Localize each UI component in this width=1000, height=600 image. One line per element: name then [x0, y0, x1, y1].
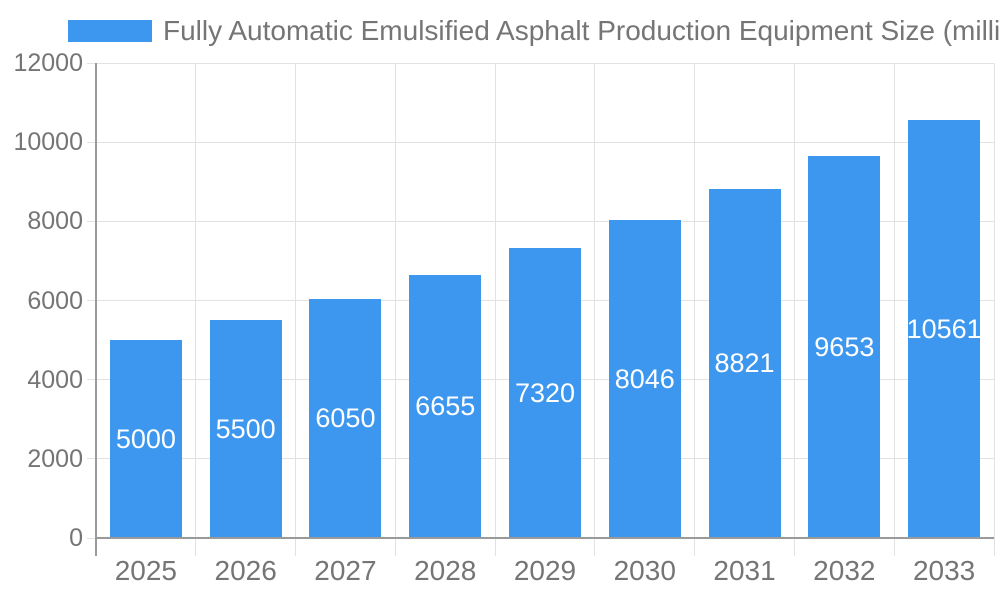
gridline-vertical [295, 63, 297, 538]
gridline-horizontal [96, 141, 994, 143]
x-axis-label: 2032 [813, 555, 876, 586]
x-axis-label: 2030 [613, 555, 676, 586]
y-axis-tick [87, 300, 96, 301]
y-axis-label: 6000 [27, 286, 83, 315]
x-axis-tick [694, 538, 696, 556]
bar-value-label: 7320 [514, 378, 576, 409]
bar-2033[interactable]: 10561 [906, 119, 982, 538]
x-axis-tick [494, 538, 496, 556]
y-axis-label: 2000 [27, 444, 83, 473]
bar-value-label: 6655 [415, 391, 476, 422]
y-axis-label: 0 [69, 524, 83, 552]
x-axis-line [96, 537, 994, 539]
bar-2029[interactable]: 7320 [509, 248, 581, 538]
x-axis-label: 2027 [314, 555, 377, 586]
x-axis-tick [295, 538, 297, 556]
bar-value-label: 5000 [115, 424, 176, 455]
y-axis-tick [87, 62, 96, 64]
bar-2031[interactable]: 8821 [708, 188, 781, 538]
x-axis-label: 2026 [214, 555, 277, 586]
bar-value-label: 6050 [315, 403, 376, 434]
y-axis-tick [87, 379, 96, 381]
bar-2026[interactable]: 5500 [209, 320, 282, 538]
gridline-vertical [394, 63, 396, 538]
bar-2030[interactable]: 8046 [608, 219, 681, 538]
bar-2028[interactable]: 6655 [409, 274, 482, 538]
gridline-horizontal [96, 220, 994, 222]
legend-swatch [68, 20, 152, 42]
x-axis-label: 2028 [414, 555, 477, 586]
legend-label: Fully Automatic Emulsified Asphalt Produ… [163, 15, 1000, 46]
bar-value-label: 9653 [814, 331, 875, 362]
bar-2027[interactable]: 6050 [309, 298, 382, 538]
x-axis-tick [394, 538, 396, 556]
gridline-vertical [594, 63, 596, 538]
x-axis-label: 2029 [513, 555, 577, 586]
bar-value-label: 8046 [614, 363, 675, 394]
x-axis-label: 2033 [912, 555, 976, 586]
bar-value-label: 10561 [906, 313, 982, 344]
legend[interactable]: Fully Automatic Emulsified Asphalt Produ… [68, 13, 1000, 49]
x-axis-tick [594, 538, 596, 556]
y-axis-tick [87, 458, 96, 460]
gridline-vertical [494, 63, 496, 538]
x-axis-tick [893, 538, 895, 556]
y-axis-line [95, 63, 97, 556]
x-axis-label: 2031 [713, 555, 776, 586]
x-axis-label: 2025 [114, 555, 178, 586]
x-axis-tick [993, 538, 995, 556]
y-axis-label: 4000 [27, 365, 83, 394]
x-axis-tick [793, 538, 795, 556]
gridline-vertical [195, 63, 197, 538]
y-axis-label: 10000 [13, 128, 83, 157]
y-axis-tick [87, 220, 96, 222]
gridline-vertical [993, 63, 995, 538]
y-axis-label: 12000 [13, 49, 83, 77]
gridline-vertical [893, 63, 895, 538]
gridline-vertical [793, 63, 795, 538]
bar-2025[interactable]: 5000 [109, 340, 182, 538]
bar-value-label: 5500 [215, 414, 276, 445]
x-axis-tick [195, 538, 197, 556]
bar-2032[interactable]: 9653 [808, 155, 881, 538]
y-axis-tick [87, 141, 96, 143]
y-axis-tick [87, 537, 96, 539]
y-axis-label: 8000 [27, 207, 83, 236]
gridline-vertical [694, 63, 696, 538]
bar-value-label: 8821 [714, 348, 775, 379]
gridline-horizontal [96, 62, 994, 64]
